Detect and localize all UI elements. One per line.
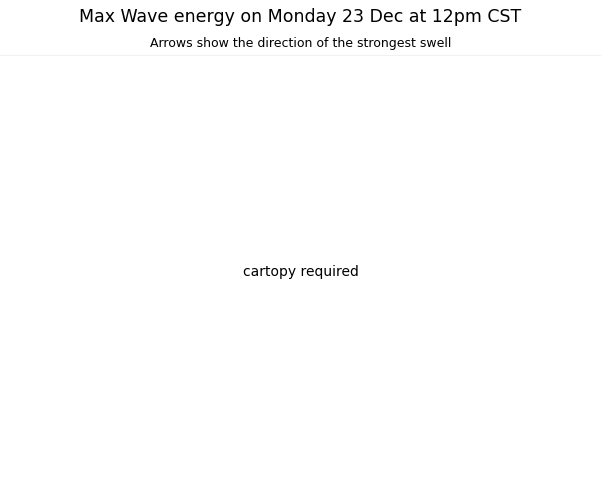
Text: cartopy required: cartopy required xyxy=(243,265,358,279)
Text: Arrows show the direction of the strongest swell: Arrows show the direction of the stronge… xyxy=(150,37,451,50)
Text: Max Wave energy on Monday 23 Dec at 12pm CST: Max Wave energy on Monday 23 Dec at 12pm… xyxy=(79,8,522,26)
